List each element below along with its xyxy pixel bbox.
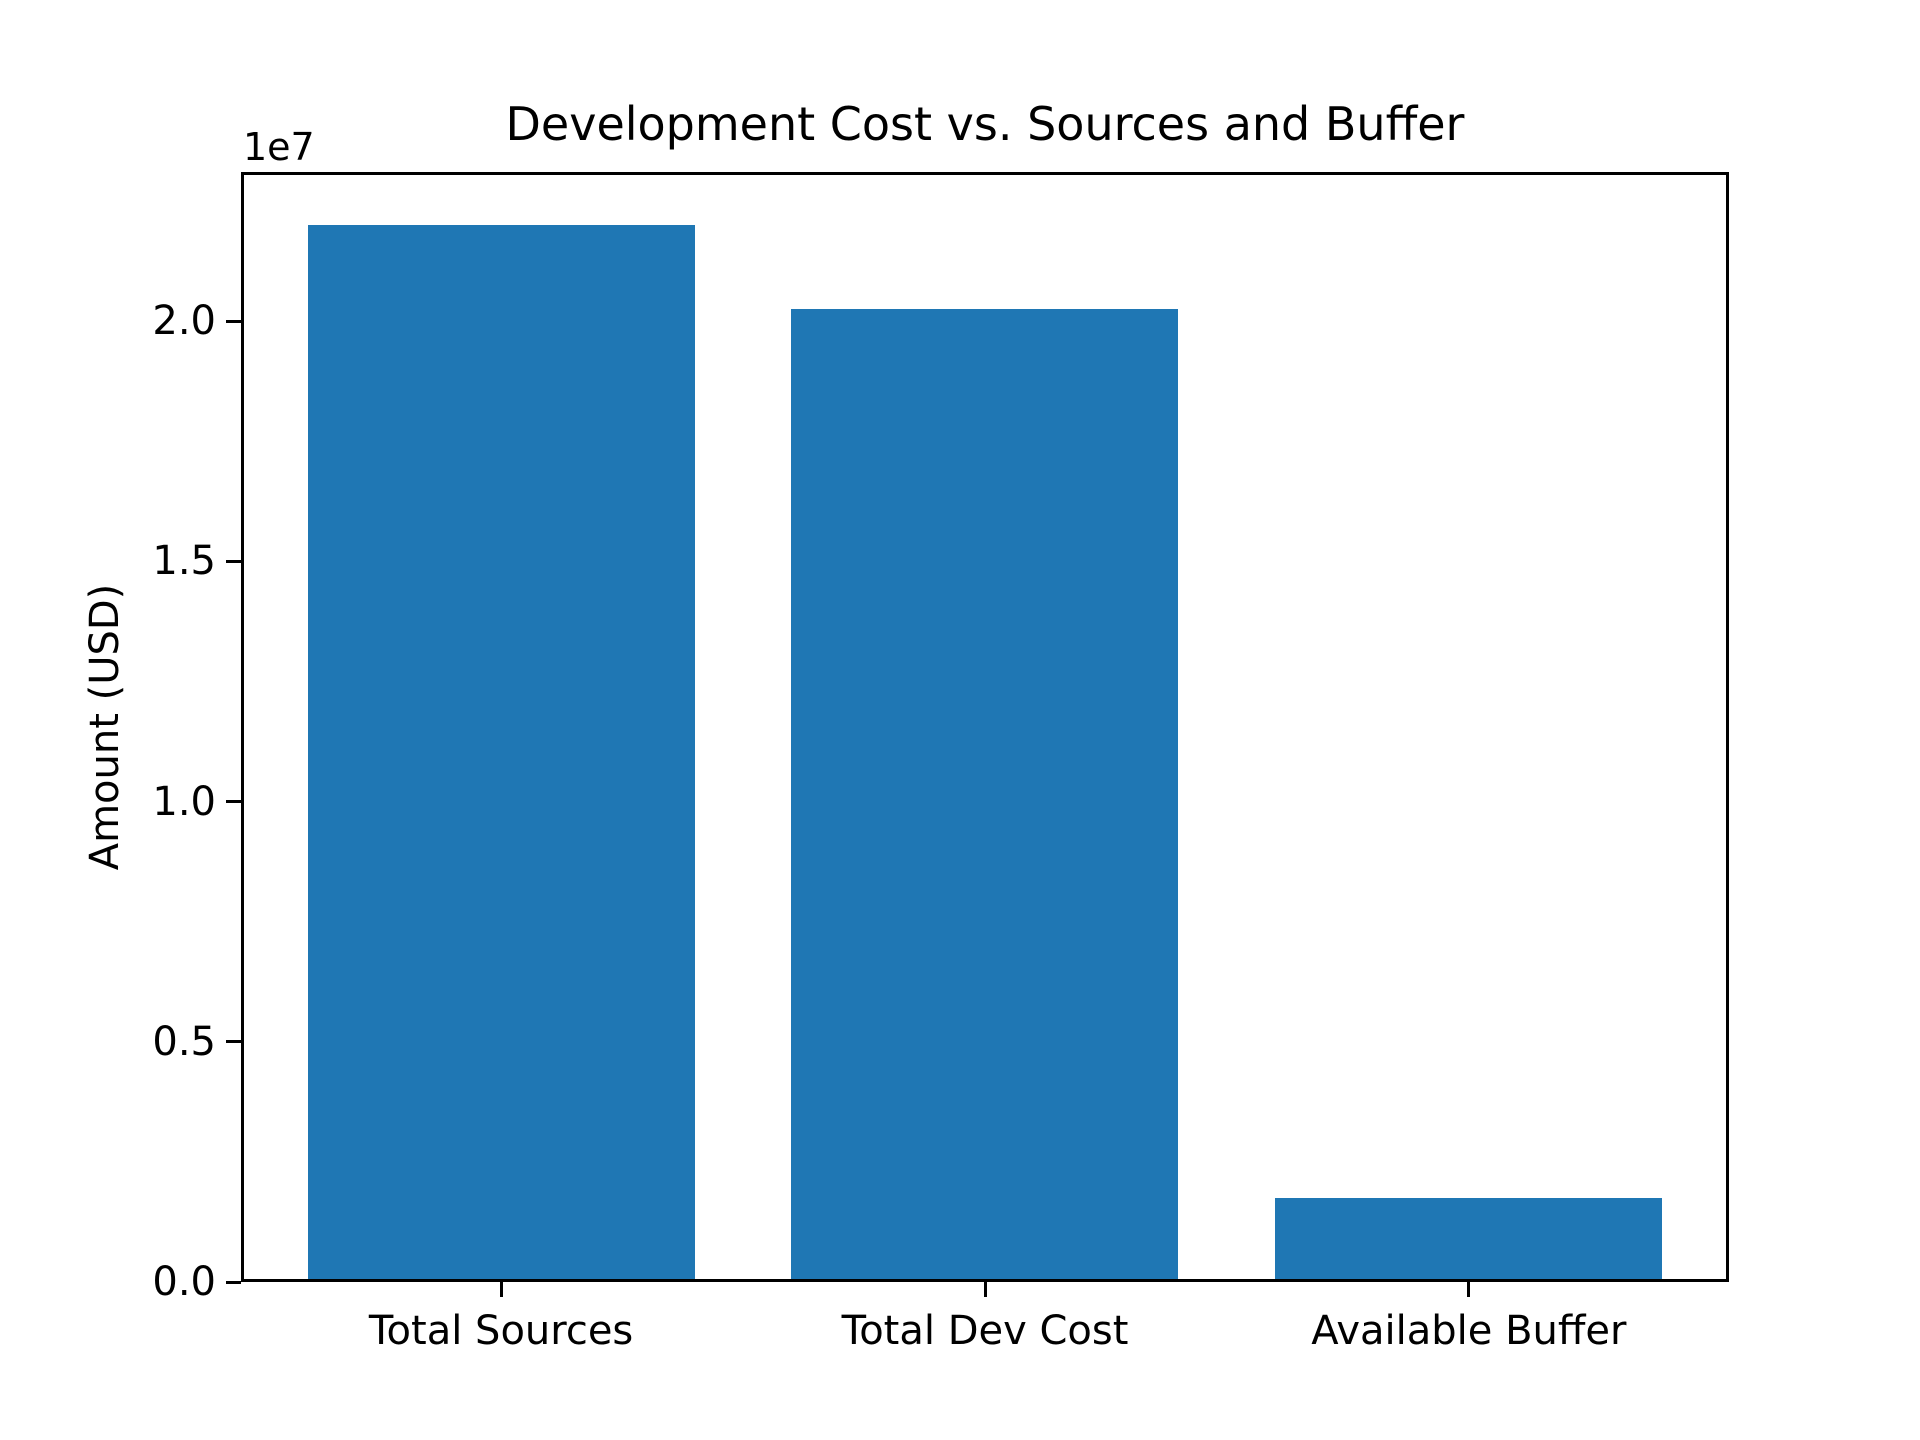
x-tick-mark xyxy=(983,1282,987,1297)
y-tick-mark xyxy=(226,319,241,323)
y-tick-label: 1.5 xyxy=(152,538,216,585)
bar-0 xyxy=(307,224,695,1282)
y-tick-mark xyxy=(226,1280,241,1284)
y-tick-mark xyxy=(226,1040,241,1044)
bar-1 xyxy=(791,308,1179,1282)
x-tick-label: Total Dev Cost xyxy=(841,1308,1129,1354)
y-tick-label: 0.5 xyxy=(152,1018,216,1065)
x-tick-mark xyxy=(1467,1282,1471,1297)
y-tick-label: 0.0 xyxy=(152,1259,216,1305)
x-tick-label: Available Buffer xyxy=(1311,1308,1627,1354)
y-tick-label: 2.0 xyxy=(152,298,216,344)
x-tick-label: Total Sources xyxy=(368,1308,634,1354)
x-tick-mark xyxy=(499,1282,503,1297)
y-axis-label: Amount (USD) xyxy=(82,583,128,871)
chart-title: Development Cost vs. Sources and Buffer xyxy=(505,97,1465,151)
y-tick-mark xyxy=(226,800,241,803)
bar-2 xyxy=(1275,1197,1663,1282)
y-tick-label: 1.0 xyxy=(152,778,216,825)
y-tick-mark xyxy=(226,559,241,563)
y-axis-offset-text: 1e7 xyxy=(243,125,315,169)
